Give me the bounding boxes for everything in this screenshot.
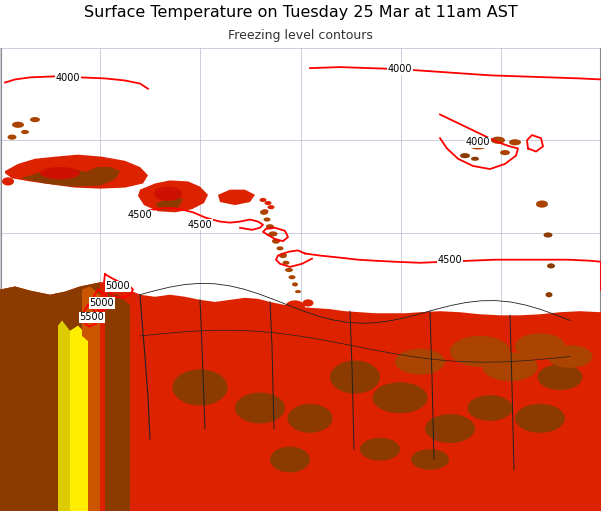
Ellipse shape xyxy=(282,261,290,265)
Ellipse shape xyxy=(263,218,270,222)
Ellipse shape xyxy=(302,299,314,307)
Ellipse shape xyxy=(40,167,80,179)
Ellipse shape xyxy=(546,292,552,297)
Ellipse shape xyxy=(285,300,305,314)
Ellipse shape xyxy=(469,141,487,150)
Ellipse shape xyxy=(269,231,278,237)
Ellipse shape xyxy=(288,275,296,279)
Text: 5500: 5500 xyxy=(79,312,105,322)
Polygon shape xyxy=(68,326,88,511)
Polygon shape xyxy=(218,190,255,205)
Ellipse shape xyxy=(235,392,285,424)
Ellipse shape xyxy=(260,210,268,215)
Ellipse shape xyxy=(425,414,475,443)
Ellipse shape xyxy=(30,117,40,122)
Ellipse shape xyxy=(21,130,29,134)
Polygon shape xyxy=(88,167,120,180)
Ellipse shape xyxy=(515,404,565,433)
Text: 4000: 4000 xyxy=(466,137,490,147)
Ellipse shape xyxy=(279,253,287,258)
Ellipse shape xyxy=(536,200,548,207)
Ellipse shape xyxy=(154,187,182,201)
Text: 4000: 4000 xyxy=(388,64,412,74)
Ellipse shape xyxy=(537,364,582,390)
Ellipse shape xyxy=(547,263,555,268)
Ellipse shape xyxy=(515,333,565,359)
Polygon shape xyxy=(20,169,115,187)
Ellipse shape xyxy=(471,157,479,161)
Ellipse shape xyxy=(2,177,14,185)
Text: 5000: 5000 xyxy=(106,282,130,291)
Polygon shape xyxy=(105,293,130,511)
Ellipse shape xyxy=(270,447,310,472)
Polygon shape xyxy=(155,197,183,210)
Ellipse shape xyxy=(330,361,380,393)
Text: 4000: 4000 xyxy=(56,74,81,83)
Ellipse shape xyxy=(272,239,280,244)
Ellipse shape xyxy=(267,205,275,209)
Text: 4500: 4500 xyxy=(188,220,212,229)
Text: 4500: 4500 xyxy=(438,254,462,265)
Text: Freezing level contours: Freezing level contours xyxy=(228,29,373,42)
Text: Surface Temperature on Tuesday 25 Mar at 11am AST: Surface Temperature on Tuesday 25 Mar at… xyxy=(84,6,517,20)
Text: 5000: 5000 xyxy=(90,298,114,308)
Ellipse shape xyxy=(285,268,293,272)
Ellipse shape xyxy=(460,153,470,158)
Ellipse shape xyxy=(373,382,427,413)
Ellipse shape xyxy=(266,224,274,229)
Ellipse shape xyxy=(261,209,269,214)
Text: 4500: 4500 xyxy=(127,211,152,220)
Ellipse shape xyxy=(543,233,552,238)
Ellipse shape xyxy=(7,134,16,140)
Ellipse shape xyxy=(276,246,284,250)
Ellipse shape xyxy=(395,349,445,375)
Polygon shape xyxy=(0,283,601,511)
Ellipse shape xyxy=(264,201,272,205)
Ellipse shape xyxy=(483,353,537,381)
Polygon shape xyxy=(100,283,140,511)
Ellipse shape xyxy=(172,369,228,405)
Ellipse shape xyxy=(360,438,400,460)
Ellipse shape xyxy=(548,345,593,368)
Polygon shape xyxy=(0,283,130,511)
Ellipse shape xyxy=(491,136,505,144)
Ellipse shape xyxy=(450,336,510,367)
Ellipse shape xyxy=(292,283,298,287)
Ellipse shape xyxy=(411,449,449,470)
Ellipse shape xyxy=(500,150,510,155)
Ellipse shape xyxy=(295,290,301,293)
Ellipse shape xyxy=(260,198,266,202)
Polygon shape xyxy=(58,320,70,511)
Ellipse shape xyxy=(509,139,521,145)
Ellipse shape xyxy=(12,122,24,128)
Ellipse shape xyxy=(468,395,513,421)
Ellipse shape xyxy=(287,404,332,433)
Polygon shape xyxy=(82,287,100,511)
Polygon shape xyxy=(5,155,148,189)
Polygon shape xyxy=(138,180,208,212)
